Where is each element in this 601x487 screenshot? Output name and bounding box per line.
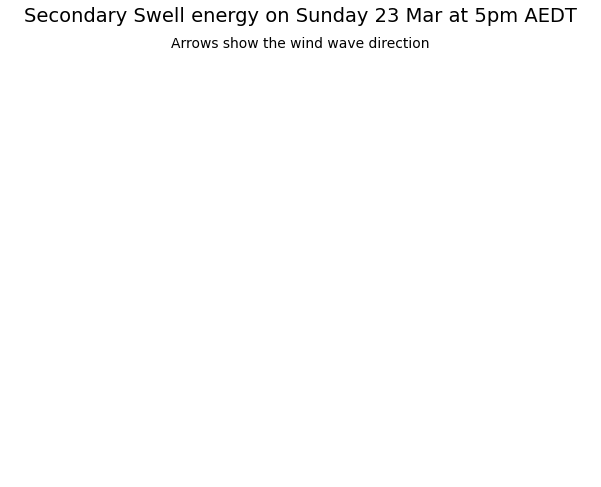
Text: Secondary Swell energy on Sunday 23 Mar at 5pm AEDT: Secondary Swell energy on Sunday 23 Mar … <box>24 7 577 26</box>
Text: Map requires cartopy: Map requires cartopy <box>227 266 374 280</box>
Text: Arrows show the wind wave direction: Arrows show the wind wave direction <box>171 37 430 51</box>
